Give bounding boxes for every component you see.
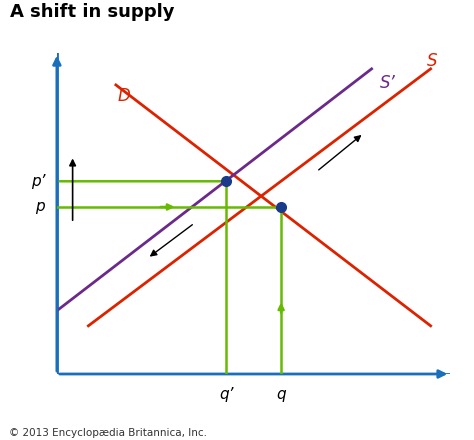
Text: S: S	[427, 51, 437, 70]
Text: D: D	[118, 87, 131, 105]
Text: p: p	[36, 199, 45, 214]
Text: © 2013 Encyclopædia Britannica, Inc.: © 2013 Encyclopædia Britannica, Inc.	[9, 428, 208, 438]
Text: S’: S’	[380, 74, 395, 92]
Text: p’: p’	[31, 174, 45, 189]
Text: q’: q’	[219, 387, 233, 402]
Text: A shift in supply: A shift in supply	[9, 3, 174, 21]
Text: q: q	[276, 387, 286, 402]
